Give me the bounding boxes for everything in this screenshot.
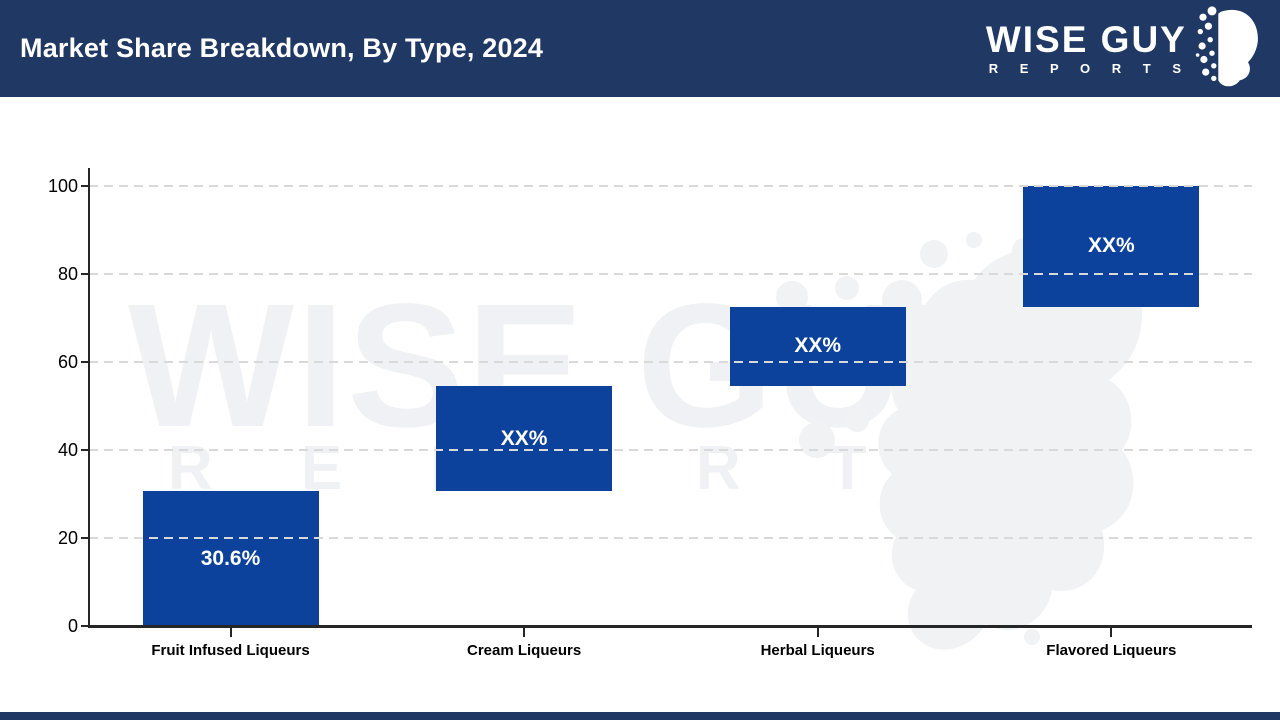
y-tick-mark (81, 449, 89, 451)
x-category-label-text: Cream Liqueurs (466, 642, 582, 659)
x-category-label: Fruit Infused Liqueurs (121, 640, 341, 662)
x-axis-spine (88, 625, 1252, 628)
brand-head-icon (1194, 2, 1266, 95)
x-tick-mark (229, 628, 232, 637)
y-tick-label: 60 (57, 352, 78, 372)
y-tick-label: 40 (57, 440, 78, 460)
gridline (89, 273, 1252, 275)
bar-herbal-liqueurs (729, 306, 906, 387)
footer-bar (0, 712, 1280, 720)
bar-cream-liqueurs (436, 386, 613, 492)
bar-value-label: XX% (500, 426, 548, 450)
x-category-label: Cream Liqueurs (414, 640, 634, 662)
y-tick-mark (81, 185, 89, 187)
y-tick-label: 100 (47, 176, 78, 196)
gridline (89, 185, 1252, 187)
x-category-label-text: Herbal Liqueurs (760, 642, 875, 659)
x-tick-mark (523, 628, 526, 637)
y-tick-mark (81, 361, 89, 363)
brand-logo-text: WISE GUY R E P O R T S (983, 21, 1190, 76)
x-tick-mark (816, 628, 819, 637)
y-tick-label: 0 (67, 616, 78, 636)
header-bar: Market Share Breakdown, By Type, 2024 WI… (0, 0, 1280, 97)
y-axis-spine (88, 168, 90, 627)
x-category-label: Herbal Liqueurs (708, 640, 928, 662)
y-tick-mark (81, 273, 89, 275)
bar-value-label: XX% (794, 334, 842, 358)
gridline (89, 449, 1252, 451)
brand-name: WISE GUY (985, 19, 1187, 60)
y-tick-mark (81, 625, 89, 627)
bar-fruit-infused-liqueurs (142, 491, 319, 626)
gridline (89, 537, 1252, 539)
x-tick-mark (1110, 628, 1113, 637)
brand-subname: R E P O R T S (988, 61, 1190, 76)
x-category-label: Flavored Liqueurs (1001, 640, 1221, 662)
y-tick-label: 80 (57, 264, 78, 284)
y-tick-label: 20 (57, 528, 78, 548)
bar-value-label: XX% (1087, 234, 1135, 258)
bar-flavored-liqueurs (1023, 186, 1200, 307)
brand-logo: WISE GUY R E P O R T S (983, 2, 1266, 95)
watermark-head-icon (762, 222, 1172, 672)
bar-value-label: 30.6% (200, 546, 261, 570)
x-category-label-text: Fruit Infused Liqueurs (151, 642, 310, 659)
page-title: Market Share Breakdown, By Type, 2024 (20, 33, 544, 63)
y-tick-mark (81, 537, 89, 539)
gridline (89, 361, 1252, 363)
x-category-label-text: Flavored Liqueurs (1046, 642, 1177, 659)
